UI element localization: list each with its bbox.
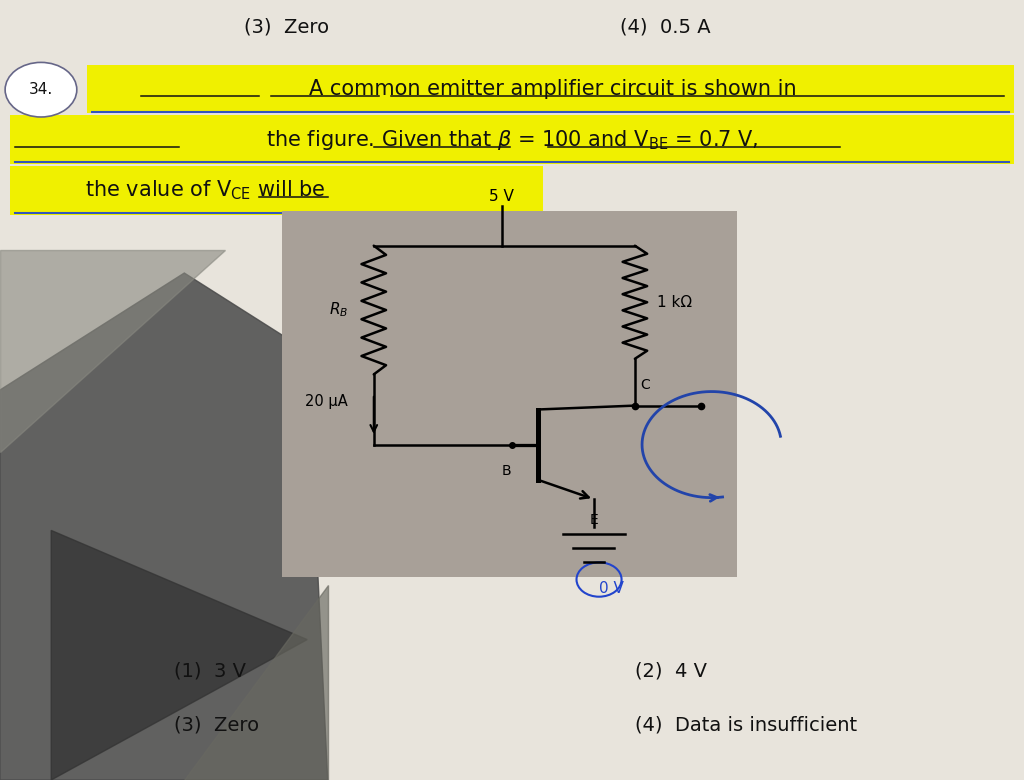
Text: (4)  Data is insufficient: (4) Data is insufficient — [635, 716, 857, 735]
Text: B: B — [502, 464, 512, 478]
Polygon shape — [184, 585, 328, 780]
Text: 20 μA: 20 μA — [305, 394, 348, 410]
Text: (1)  3 V: (1) 3 V — [174, 661, 246, 680]
FancyBboxPatch shape — [87, 65, 1014, 113]
Text: C: C — [640, 378, 650, 392]
Text: 5 V: 5 V — [489, 190, 514, 204]
FancyBboxPatch shape — [282, 211, 737, 577]
Polygon shape — [0, 250, 225, 452]
Text: the value of V$_{\mathsf{CE}}$ will be: the value of V$_{\mathsf{CE}}$ will be — [85, 179, 325, 202]
Text: R$_B$: R$_B$ — [329, 301, 348, 319]
Text: (3)  Zero: (3) Zero — [244, 18, 330, 37]
Text: E: E — [590, 513, 598, 527]
FancyBboxPatch shape — [10, 115, 1014, 164]
FancyBboxPatch shape — [10, 166, 543, 214]
Circle shape — [5, 62, 77, 117]
Text: 34.: 34. — [29, 82, 53, 98]
Polygon shape — [51, 530, 307, 780]
Text: the figure. Given that $\beta$ = 100 and V$_{\mathsf{BE}}$ = 0.7 V,: the figure. Given that $\beta$ = 100 and… — [266, 128, 758, 151]
Text: A common emitter amplifier circuit is shown in: A common emitter amplifier circuit is sh… — [309, 79, 797, 99]
Text: 0 V: 0 V — [599, 581, 624, 596]
Text: 1 kΩ: 1 kΩ — [657, 295, 692, 310]
Polygon shape — [0, 273, 328, 780]
Text: (3)  Zero: (3) Zero — [174, 716, 259, 735]
Text: (2)  4 V: (2) 4 V — [635, 661, 707, 680]
Text: (4)  0.5 A: (4) 0.5 A — [621, 18, 711, 37]
